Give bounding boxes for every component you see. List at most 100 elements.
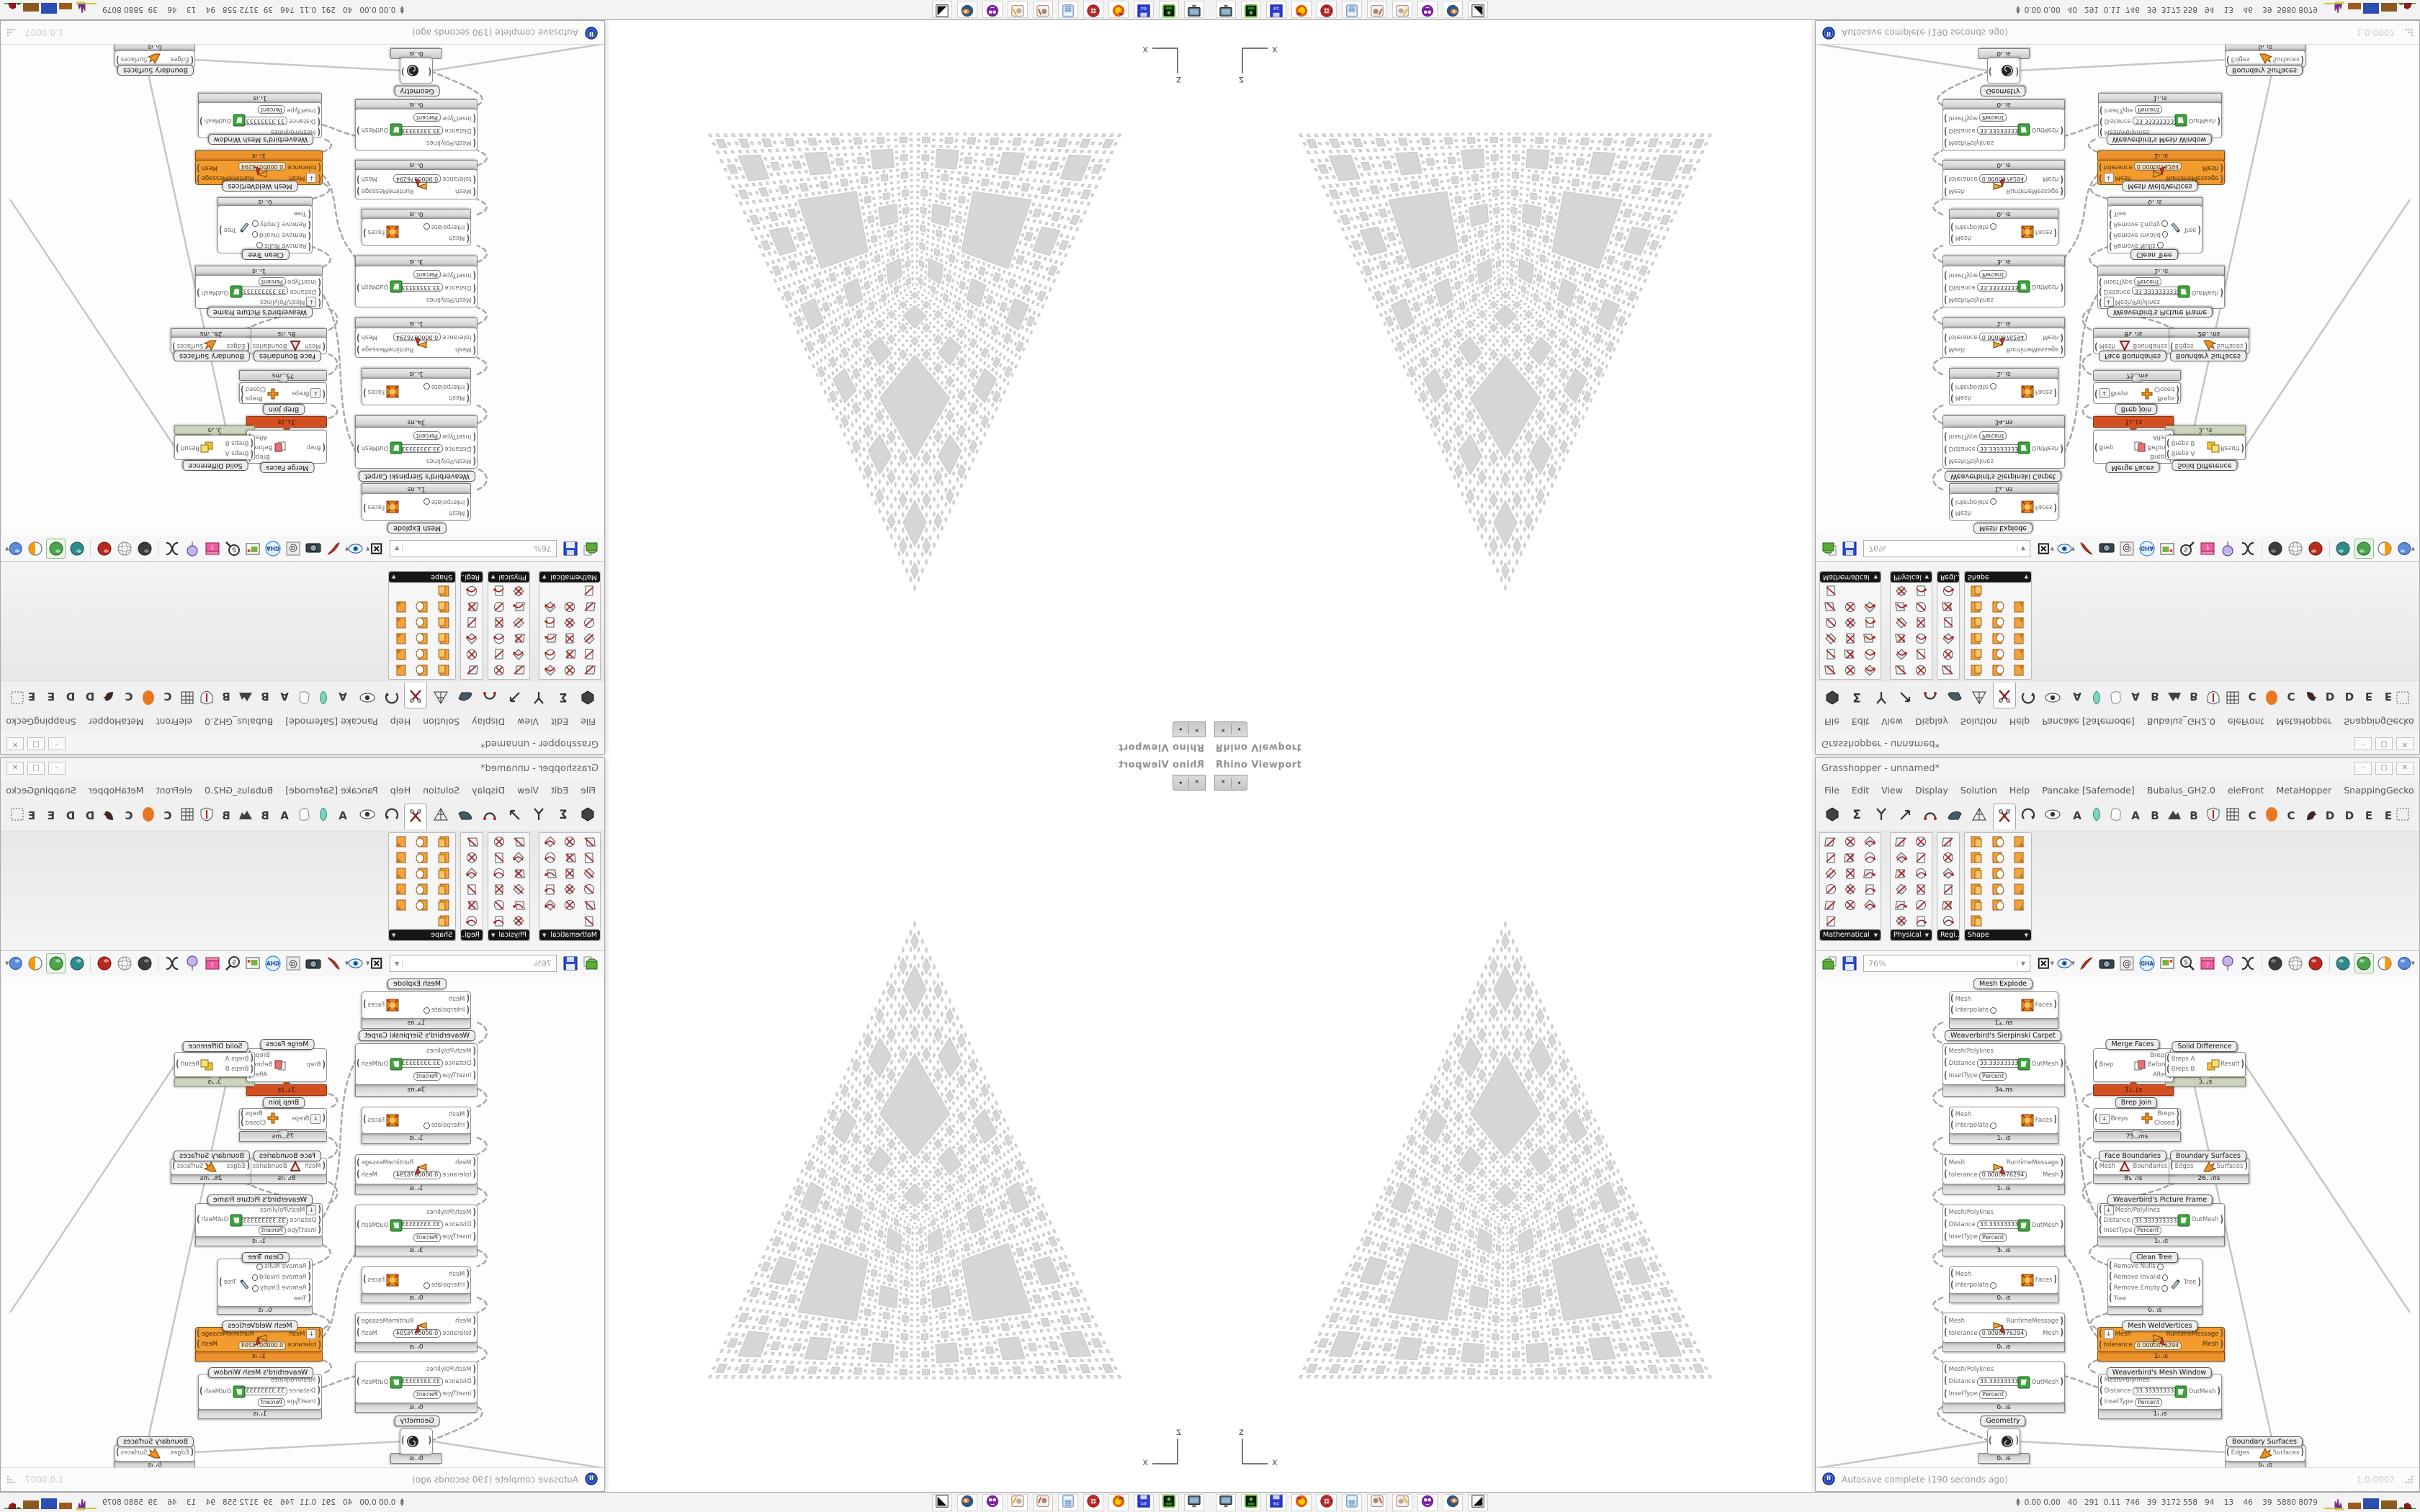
palette-component-icon[interactable] (463, 897, 480, 913)
taskbar-app-firefox[interactable] (1291, 1, 1312, 18)
palette-component-icon[interactable] (561, 881, 578, 897)
node-mesh-weld-2[interactable]: (Mesh(tolerance 0.0000076294 RuntimeMessag… (355, 169, 478, 199)
tab-letter-b-14[interactable]: B (2151, 690, 2159, 703)
palette-component-icon[interactable] (1968, 865, 1985, 881)
balloon-button[interactable] (183, 539, 201, 558)
palette-component-icon[interactable] (463, 599, 480, 615)
palette-component-icon[interactable] (1989, 865, 2007, 881)
graft-icon[interactable]: ↓ (2099, 388, 2110, 398)
palette-component-icon[interactable] (1822, 834, 1839, 850)
palette-component-icon[interactable] (542, 897, 559, 913)
palette-component-icon[interactable] (1940, 583, 1957, 599)
palette-group-label[interactable]: Mathematical ▼ (539, 572, 600, 582)
mat-teal-button[interactable] (2334, 954, 2352, 973)
palette-component-icon[interactable] (1842, 615, 1859, 631)
tab-leaf[interactable] (313, 685, 334, 707)
grasshopper-titlebar[interactable]: Grasshopper - unnamed* – □ ✕ (1, 734, 604, 754)
node-wb-picture-frame-1[interactable]: (Mesh/Polylines(Distance 33.3333333333(In… (355, 1043, 478, 1085)
minimize-button[interactable]: – (2354, 762, 2372, 775)
value-chip[interactable]: Percent (1979, 1233, 2007, 1242)
node-wb-picture-frame-1[interactable]: (Mesh/Polylines(Distance 33.3333333333(In… (1942, 427, 2065, 469)
maximize-button[interactable]: □ (2375, 762, 2393, 775)
node-brep-join[interactable]: (↓ Breps Breps) Closed) (239, 382, 327, 404)
camera-button[interactable] (2097, 539, 2115, 558)
zoom-level-select[interactable]: 76% ▼ (389, 955, 557, 972)
tab-maths[interactable]: Σ (552, 805, 574, 827)
mat-orange-button[interactable] (2376, 539, 2394, 558)
tab-letter-c-21[interactable]: C (125, 690, 133, 703)
palette-component-icon[interactable] (435, 897, 452, 913)
menu-item-elefront[interactable]: eleFront (156, 716, 193, 728)
tab-letter-d-23[interactable]: D (85, 809, 95, 822)
node-solid-difference[interactable]: (Breps A(Breps B Result) (174, 1052, 255, 1077)
menu-item-solution[interactable]: Solution (423, 716, 460, 728)
palette-component-icon[interactable] (1842, 865, 1859, 881)
palette-component-icon[interactable] (1989, 647, 2007, 662)
node-mesh-explode-2[interactable]: (Mesh(Interpolate Faces) (1949, 1107, 2058, 1134)
camera-button[interactable] (305, 539, 323, 558)
value-chip[interactable]: Percent (257, 105, 285, 114)
palette-component-icon[interactable] (1940, 850, 1957, 865)
tab-vector[interactable] (1895, 805, 1917, 827)
mat-blue-button[interactable]: ▼ (2396, 954, 2415, 973)
palette-component-icon[interactable] (1822, 583, 1839, 599)
viewport-menu-button[interactable]: * ▾ (1173, 775, 1206, 791)
node-mesh-weld-2[interactable]: (Mesh(tolerance 0.0000076294 RuntimeMessag… (1942, 1313, 2065, 1343)
graft-icon[interactable]: ↓ (2099, 1114, 2110, 1124)
tab-waffle[interactable] (2222, 685, 2244, 707)
tab-leaf[interactable] (313, 805, 334, 827)
palette-component-icon[interactable] (463, 615, 480, 631)
taskbar-app-contrast[interactable] (932, 1, 952, 18)
node-mesh-explode-2[interactable]: (Mesh(Interpolate Faces) (362, 378, 471, 405)
palette-group-label[interactable]: Mathematical ▼ (1820, 930, 1881, 940)
palette-component-icon[interactable] (1989, 897, 2007, 913)
tab-mesh[interactable] (1968, 805, 1990, 827)
palette-component-icon[interactable] (463, 647, 480, 662)
mat-green-button[interactable] (46, 953, 66, 973)
palette-component-icon[interactable] (1989, 631, 2007, 647)
save-file-button[interactable] (562, 954, 580, 973)
preview-dark-button[interactable] (2267, 539, 2285, 558)
radio-toggle[interactable] (252, 231, 258, 238)
radio-toggle[interactable] (1990, 1122, 1997, 1130)
tab-letter-e-25[interactable]: E (2365, 809, 2373, 822)
palette-component-icon[interactable] (1861, 615, 1878, 631)
palette-component-icon[interactable] (1968, 662, 1985, 678)
taskbar-app-owl[interactable] (1417, 1494, 1438, 1511)
radio-toggle[interactable] (423, 382, 430, 390)
palette-component-icon[interactable] (510, 850, 527, 865)
palette-component-icon[interactable] (435, 631, 452, 647)
tab-blob[interactable] (293, 685, 315, 707)
palette-component-icon[interactable] (490, 599, 508, 615)
menu-item-elefront[interactable]: eleFront (2227, 716, 2264, 728)
menu-item-metahopper[interactable]: MetaHopper (2276, 716, 2332, 728)
radio-toggle[interactable] (2162, 1274, 2168, 1281)
palette-group-label[interactable]: Shape ▼ (1965, 930, 2031, 940)
palette-component-icon[interactable] (581, 647, 598, 662)
palette-component-icon[interactable] (1912, 631, 1930, 647)
taskbar-app-owl[interactable] (982, 1, 1003, 18)
palette-component-icon[interactable] (1842, 631, 1859, 647)
palette-component-icon[interactable] (392, 881, 409, 897)
tab-bird[interactable] (2300, 805, 2321, 827)
palette-group-label[interactable]: Physical ▼ (488, 572, 529, 582)
viewport-menu-button[interactable]: * ▾ (1214, 721, 1247, 737)
palette-component-icon[interactable] (392, 897, 409, 913)
tab-letter-d-23[interactable]: D (85, 690, 95, 703)
palette-component-icon[interactable] (1968, 913, 1985, 929)
node-mesh-explode-3[interactable]: (Mesh(Interpolate Faces) (362, 218, 471, 246)
node-wb-picture-frame-2[interactable]: (Mesh/Polylines(Distance 33.3333333333(In… (1942, 266, 2065, 307)
mat-green-button[interactable] (2354, 539, 2374, 559)
tab-letter-d-23[interactable]: D (2325, 809, 2335, 822)
palette-component-icon[interactable] (581, 913, 598, 929)
tab-sets[interactable] (528, 685, 550, 707)
mat-blue-button[interactable]: ▼ (2396, 539, 2415, 558)
palette-component-icon[interactable] (463, 881, 480, 897)
palette-component-icon[interactable] (392, 850, 409, 865)
node-wb-mesh-window[interactable]: (Mesh/Polylines(Distance 33.3333333333(In… (198, 102, 322, 138)
palette-component-icon[interactable] (1822, 881, 1839, 897)
taskbar-app-floppy-64[interactable]: 64 (1134, 1, 1154, 18)
mat-teal-button[interactable] (68, 954, 86, 973)
